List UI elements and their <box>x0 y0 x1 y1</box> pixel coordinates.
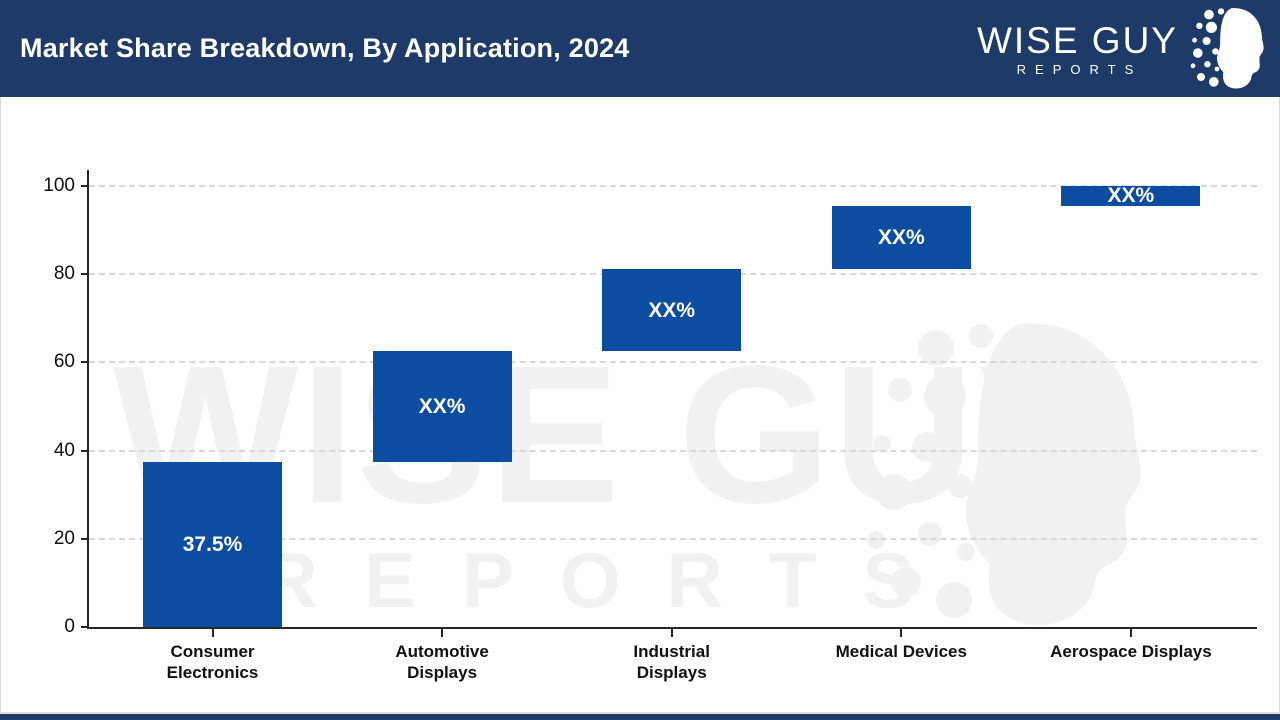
y-tick-mark <box>81 449 89 452</box>
x-tick-mark <box>441 629 444 637</box>
bar: XX% <box>372 351 512 462</box>
watermark-face-icon <box>867 323 1141 626</box>
x-axis-label-line: Automotive <box>395 642 489 661</box>
y-tick-mark <box>81 185 89 187</box>
brand-subtitle: REPORTS <box>1016 61 1143 77</box>
gridline <box>89 185 1257 187</box>
gridline <box>89 449 1257 452</box>
bar-value-label: 37.5% <box>182 532 243 556</box>
header-bar: Market Share Breakdown, By Application, … <box>0 0 1280 97</box>
y-axis-tick-label: 0 <box>64 616 75 637</box>
x-axis-label: Consumer Electronics <box>98 641 328 683</box>
y-tick-mark <box>81 626 89 628</box>
y-axis-tick-label: 20 <box>53 527 75 549</box>
y-axis-line <box>87 170 89 629</box>
x-axis-label-line: Displays <box>636 663 707 682</box>
bar: 37.5% <box>143 461 282 627</box>
x-axis-label: Industrial Displays <box>557 641 787 683</box>
x-tick-mark <box>670 629 673 637</box>
brand-wordmark: WISE GUY REPORTS <box>977 22 1178 76</box>
bar-value-label: XX% <box>418 395 466 418</box>
x-axis-label: Aerospace Displays <box>1016 641 1246 662</box>
x-axis-label-line: Displays <box>407 663 478 682</box>
y-axis-tick-label: 100 <box>43 175 75 196</box>
y-tick-mark <box>81 361 89 364</box>
x-axis-line <box>87 627 1257 629</box>
y-tick-mark <box>81 273 89 276</box>
chart-area: WISE GUY REPORTS 0 20 40 60 80 100 37.5% Consum… <box>0 97 1280 714</box>
bar-value-label: XX% <box>648 298 696 322</box>
bar: XX% <box>602 268 742 352</box>
x-tick-mark <box>211 629 214 637</box>
bar: XX% <box>831 205 971 269</box>
x-axis-label-line: Consumer <box>170 642 255 661</box>
x-tick-mark <box>1129 629 1132 637</box>
gridline <box>89 537 1257 540</box>
y-axis-tick-label: 80 <box>53 263 75 285</box>
x-axis-label: Medical Devices <box>786 641 1016 662</box>
chart-title: Market Share Breakdown, By Application, … <box>20 33 630 63</box>
y-tick-mark <box>81 537 89 540</box>
gridline <box>89 361 1257 364</box>
x-axis-label-line: Industrial <box>633 642 710 661</box>
x-axis-label-line: Aerospace Displays <box>1050 642 1212 661</box>
brand-logo: WISE GUY REPORTS <box>977 5 1266 93</box>
y-axis-tick-label: 60 <box>53 351 75 373</box>
bar: XX% <box>1061 184 1201 208</box>
x-axis-label-line: Electronics <box>166 663 259 682</box>
x-axis-label: Automotive Displays <box>327 641 557 683</box>
x-tick-mark <box>900 629 903 637</box>
y-axis-tick-label: 40 <box>53 439 75 461</box>
bar-value-label: XX% <box>1107 184 1155 208</box>
wise-guy-face-icon <box>1190 7 1264 88</box>
brand-name: WISE GUY <box>976 19 1178 61</box>
x-axis-label-line: Medical Devices <box>835 642 967 661</box>
bar-value-label: XX% <box>877 225 925 249</box>
footer-bar <box>0 714 1280 720</box>
